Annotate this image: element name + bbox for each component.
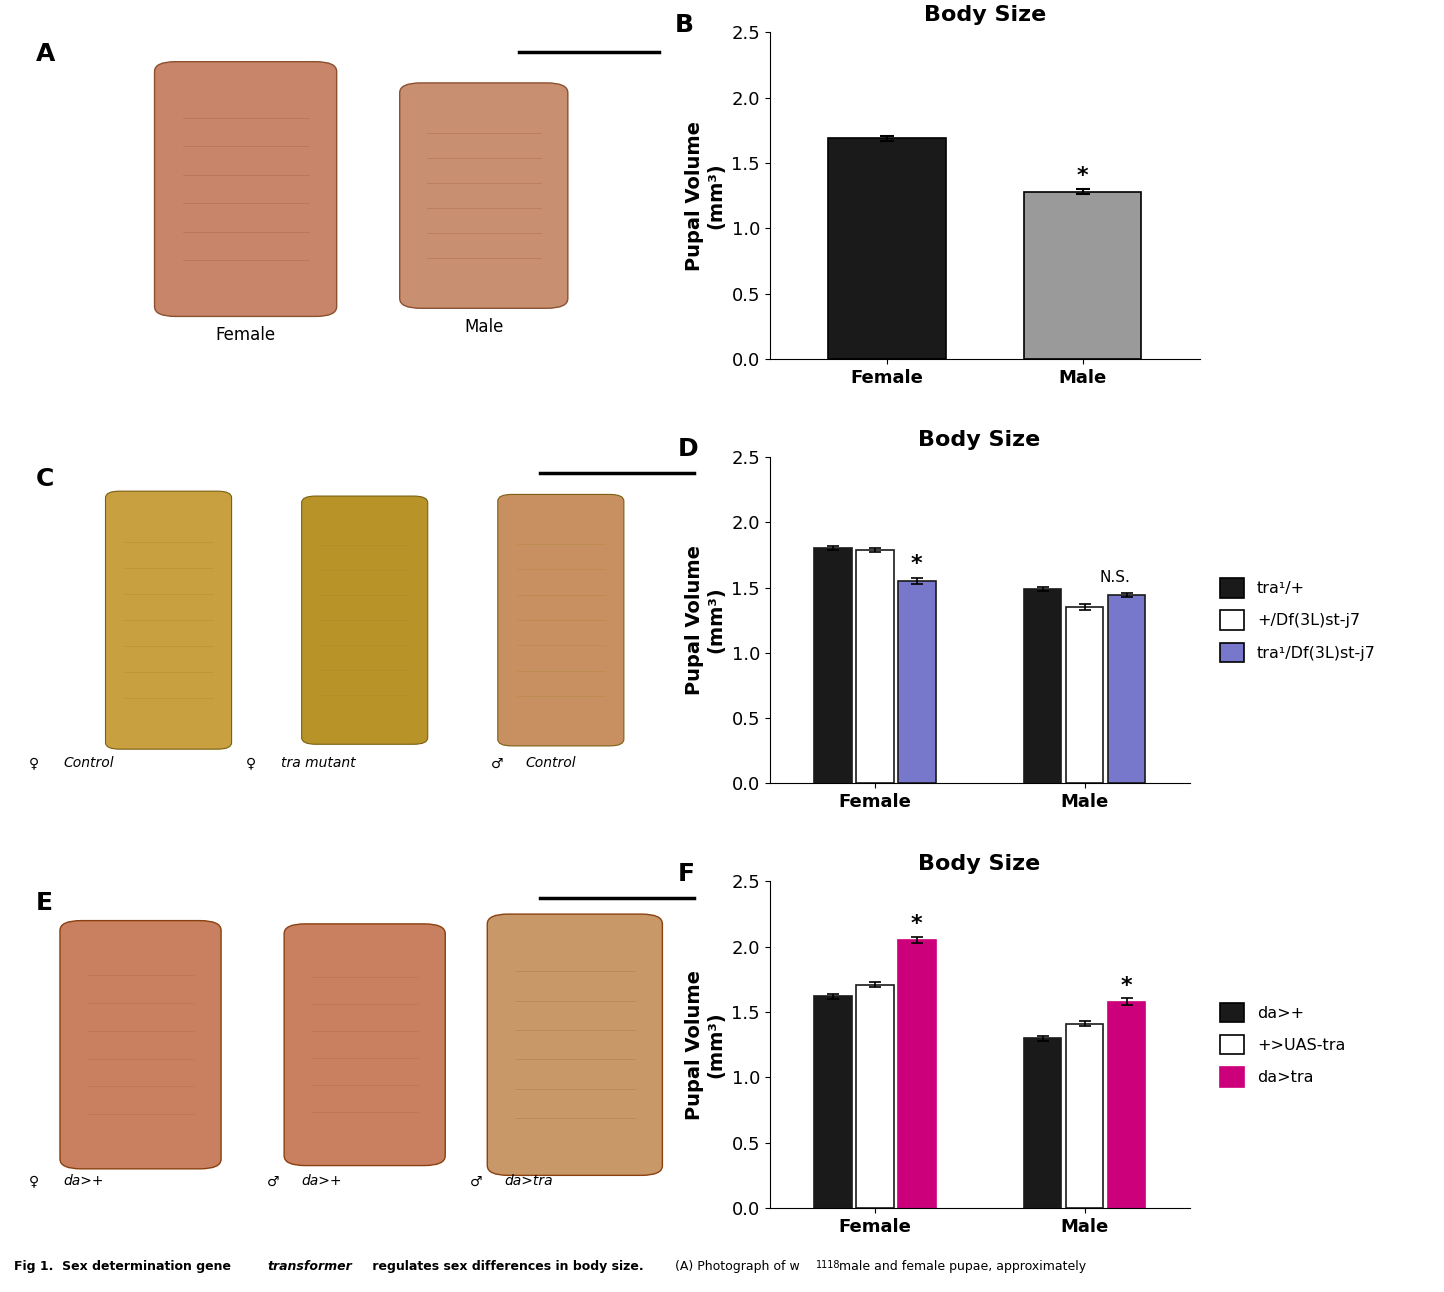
Text: *: *	[1121, 977, 1132, 996]
Text: 1118: 1118	[816, 1260, 840, 1270]
Text: A: A	[36, 43, 55, 66]
Text: ♂: ♂	[267, 1174, 279, 1189]
FancyBboxPatch shape	[400, 83, 567, 309]
Text: Control: Control	[526, 756, 576, 770]
Bar	[814, 548, 852, 783]
Title: Body Size: Body Size	[918, 854, 1041, 875]
Bar	[1024, 589, 1061, 783]
FancyBboxPatch shape	[105, 491, 231, 749]
Text: E: E	[36, 891, 52, 915]
Text: F: F	[677, 862, 695, 886]
Bar	[1024, 191, 1141, 359]
Text: male and female pupae, approximately: male and female pupae, approximately	[835, 1260, 1086, 1273]
Text: da>tra: da>tra	[505, 1174, 553, 1189]
FancyBboxPatch shape	[61, 921, 221, 1169]
Text: *: *	[911, 554, 923, 575]
Text: *: *	[1077, 167, 1089, 186]
Text: da>+: da>+	[64, 1174, 104, 1189]
Text: regulates sex differences in body size.: regulates sex differences in body size.	[368, 1260, 644, 1273]
Bar	[856, 549, 894, 783]
Y-axis label: Pupal Volume
(mm³): Pupal Volume (mm³)	[684, 545, 726, 695]
Text: transformer: transformer	[267, 1260, 352, 1273]
Bar	[1066, 1023, 1103, 1208]
Text: Control: Control	[64, 756, 114, 770]
Legend: tra¹/+, +/Df(3L)st-j7, tra¹/Df(3L)st-j7: tra¹/+, +/Df(3L)st-j7, tra¹/Df(3L)st-j7	[1214, 572, 1382, 668]
Bar	[829, 138, 946, 359]
FancyBboxPatch shape	[498, 495, 624, 745]
FancyBboxPatch shape	[284, 924, 445, 1165]
Text: *: *	[911, 913, 923, 934]
Text: B: B	[674, 13, 695, 36]
Y-axis label: Pupal Volume
(mm³): Pupal Volume (mm³)	[684, 970, 726, 1120]
Text: ♂: ♂	[491, 756, 504, 770]
Text: N.S.: N.S.	[1099, 570, 1131, 585]
Bar	[814, 996, 852, 1208]
FancyBboxPatch shape	[302, 496, 427, 744]
Text: ♀: ♀	[245, 756, 256, 770]
Title: Body Size: Body Size	[918, 430, 1041, 450]
Y-axis label: Pupal Volume
(mm³): Pupal Volume (mm³)	[684, 120, 726, 270]
Text: Male: Male	[464, 318, 504, 336]
Bar	[1108, 1001, 1145, 1208]
Text: Female: Female	[215, 326, 276, 344]
Bar	[856, 985, 894, 1208]
Text: (A) Photograph of w: (A) Photograph of w	[671, 1260, 800, 1273]
Text: Fig 1.  Sex determination gene: Fig 1. Sex determination gene	[14, 1260, 235, 1273]
Text: tra mutant: tra mutant	[280, 756, 355, 770]
Title: Body Size: Body Size	[924, 5, 1045, 25]
Legend: da>+, +>UAS-tra, da>tra: da>+, +>UAS-tra, da>tra	[1214, 996, 1352, 1093]
FancyBboxPatch shape	[155, 62, 336, 317]
Bar	[1024, 1039, 1061, 1208]
FancyBboxPatch shape	[487, 913, 663, 1176]
Bar	[1066, 607, 1103, 783]
Text: da>+: da>+	[302, 1174, 342, 1189]
Bar	[898, 581, 936, 783]
Text: ♀: ♀	[29, 756, 39, 770]
Bar	[898, 941, 936, 1208]
Text: ♂: ♂	[469, 1174, 482, 1189]
Text: D: D	[677, 437, 697, 461]
Text: ♀: ♀	[29, 1174, 39, 1189]
Bar	[1108, 596, 1145, 783]
Text: C: C	[36, 466, 53, 491]
